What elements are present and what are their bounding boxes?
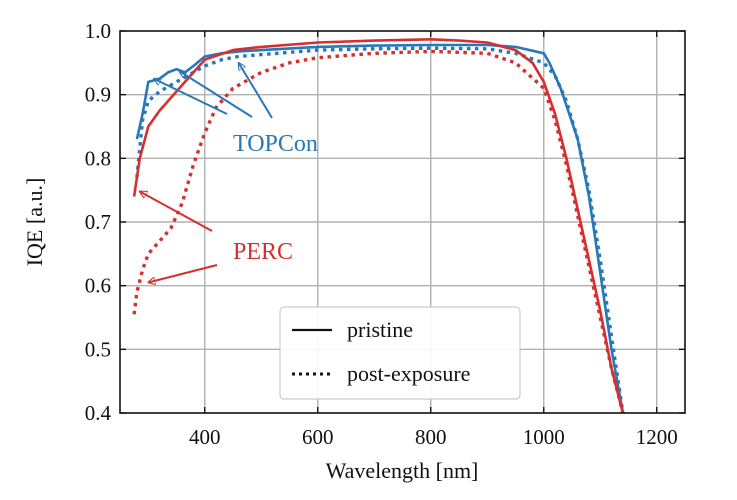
y-tick-label: 0.7 — [85, 210, 111, 234]
chart-background — [0, 0, 737, 500]
annotation-label-topcon: TOPCon — [233, 131, 318, 157]
x-tick-label: 1000 — [523, 425, 565, 449]
y-tick-label: 0.6 — [85, 274, 111, 298]
y-axis-label: IQE [a.u.] — [22, 178, 47, 267]
x-tick-label: 400 — [189, 425, 221, 449]
x-tick-label: 600 — [302, 425, 334, 449]
legend-pristine-label: pristine — [347, 317, 413, 342]
legend-post-exposure-label: post-exposure — [347, 361, 470, 386]
y-tick-label: 0.4 — [85, 401, 112, 425]
chart-svg: TOPCon PERC 400 600 800 1000 1200 0.4 0.5 0.6 0.7… — [0, 0, 737, 500]
y-tick-label: 1.0 — [85, 19, 111, 43]
y-tick-label: 0.5 — [85, 337, 111, 361]
x-tick-label: 800 — [415, 425, 447, 449]
legend: pristine post-exposure — [280, 307, 520, 399]
y-tick-label: 0.8 — [85, 146, 111, 170]
x-tick-label: 1200 — [636, 425, 678, 449]
x-axis-label: Wavelength [nm] — [326, 458, 479, 483]
iqe-chart: TOPCon PERC 400 600 800 1000 1200 0.4 0.5 0.6 0.7… — [0, 0, 737, 500]
y-tick-label: 0.9 — [85, 83, 111, 107]
annotation-label-perc: PERC — [233, 239, 293, 265]
